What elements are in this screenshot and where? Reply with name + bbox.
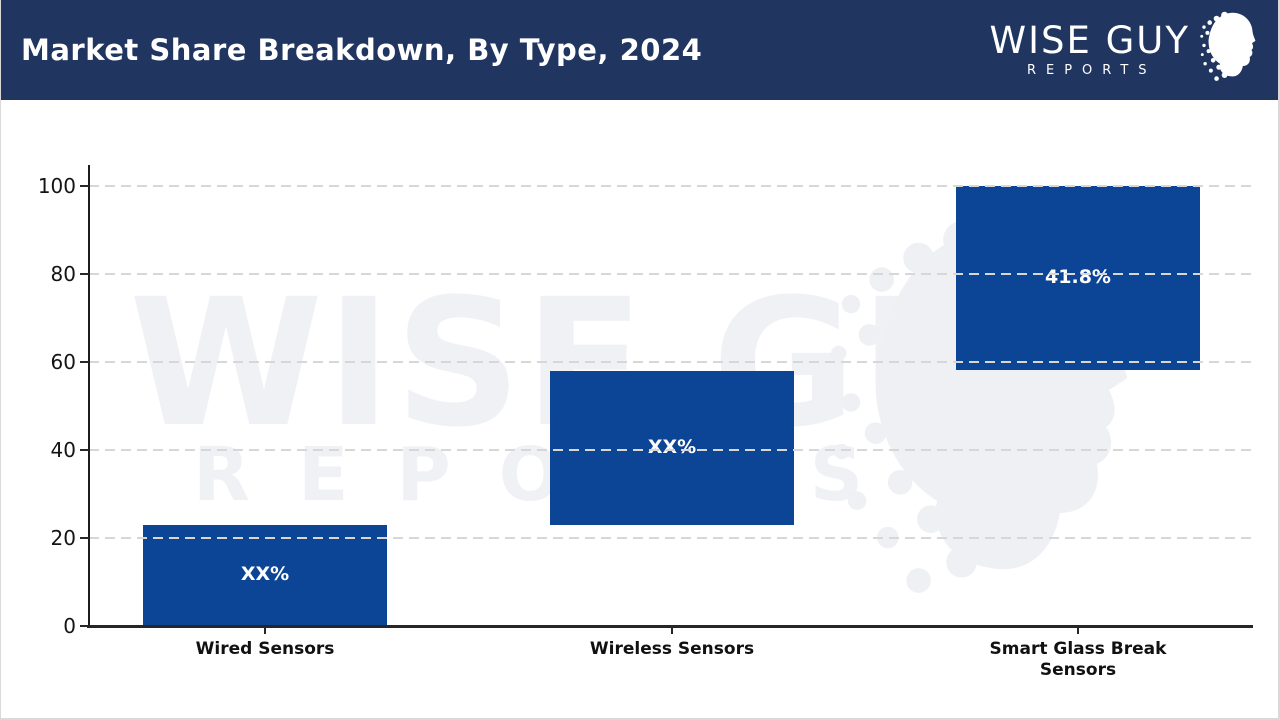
x-axis-label-wired-sensors: Wired Sensors bbox=[195, 639, 335, 659]
bar-wireless-sensors: XX% bbox=[550, 370, 794, 525]
y-tick-label: 20 bbox=[50, 526, 76, 550]
y-axis-line bbox=[88, 165, 90, 627]
y-tick-mark bbox=[80, 185, 89, 187]
y-tick-mark bbox=[80, 625, 89, 627]
bar-value-label: 41.8% bbox=[1045, 265, 1111, 288]
y-tick-mark bbox=[80, 537, 89, 539]
logo-head-icon bbox=[1200, 11, 1256, 81]
gridline bbox=[89, 449, 1253, 451]
gridline bbox=[89, 537, 1253, 539]
x-axis-line bbox=[87, 625, 1253, 628]
bar-wired-sensors: XX% bbox=[143, 524, 387, 626]
y-tick-mark bbox=[80, 273, 89, 275]
header: Market Share Breakdown, By Type, 2024 WI… bbox=[1, 0, 1278, 100]
y-tick-label: 0 bbox=[63, 614, 76, 638]
x-axis-label-smart-glass-break-sensors: Smart Glass Break Sensors bbox=[989, 639, 1167, 681]
bar-value-label: XX% bbox=[647, 435, 697, 458]
y-tick-label: 80 bbox=[50, 262, 76, 286]
x-tick-mark bbox=[1077, 628, 1079, 634]
y-tick-label: 40 bbox=[50, 438, 76, 462]
x-tick-mark bbox=[264, 628, 266, 634]
bar-value-label: XX% bbox=[240, 563, 290, 586]
gridline bbox=[89, 361, 1253, 363]
page-title: Market Share Breakdown, By Type, 2024 bbox=[21, 33, 703, 67]
logo-wordmark: WISE GUY REPORTS bbox=[990, 22, 1190, 78]
x-tick-mark bbox=[671, 628, 673, 634]
logo-text-wise-guy: WISE GUY bbox=[989, 19, 1190, 62]
bar-smart-glass-break-sensors: 41.8% bbox=[956, 186, 1200, 370]
y-tick-label: 100 bbox=[37, 174, 76, 198]
y-tick-mark bbox=[80, 449, 89, 451]
gridline bbox=[89, 273, 1253, 275]
gridline bbox=[89, 185, 1253, 187]
logo-text-reports: REPORTS bbox=[1026, 63, 1157, 78]
wiseguy-logo: WISE GUY REPORTS bbox=[990, 10, 1264, 90]
x-axis-label-wireless-sensors: Wireless Sensors bbox=[589, 639, 755, 659]
y-tick-label: 60 bbox=[50, 350, 76, 374]
y-tick-mark bbox=[80, 361, 89, 363]
